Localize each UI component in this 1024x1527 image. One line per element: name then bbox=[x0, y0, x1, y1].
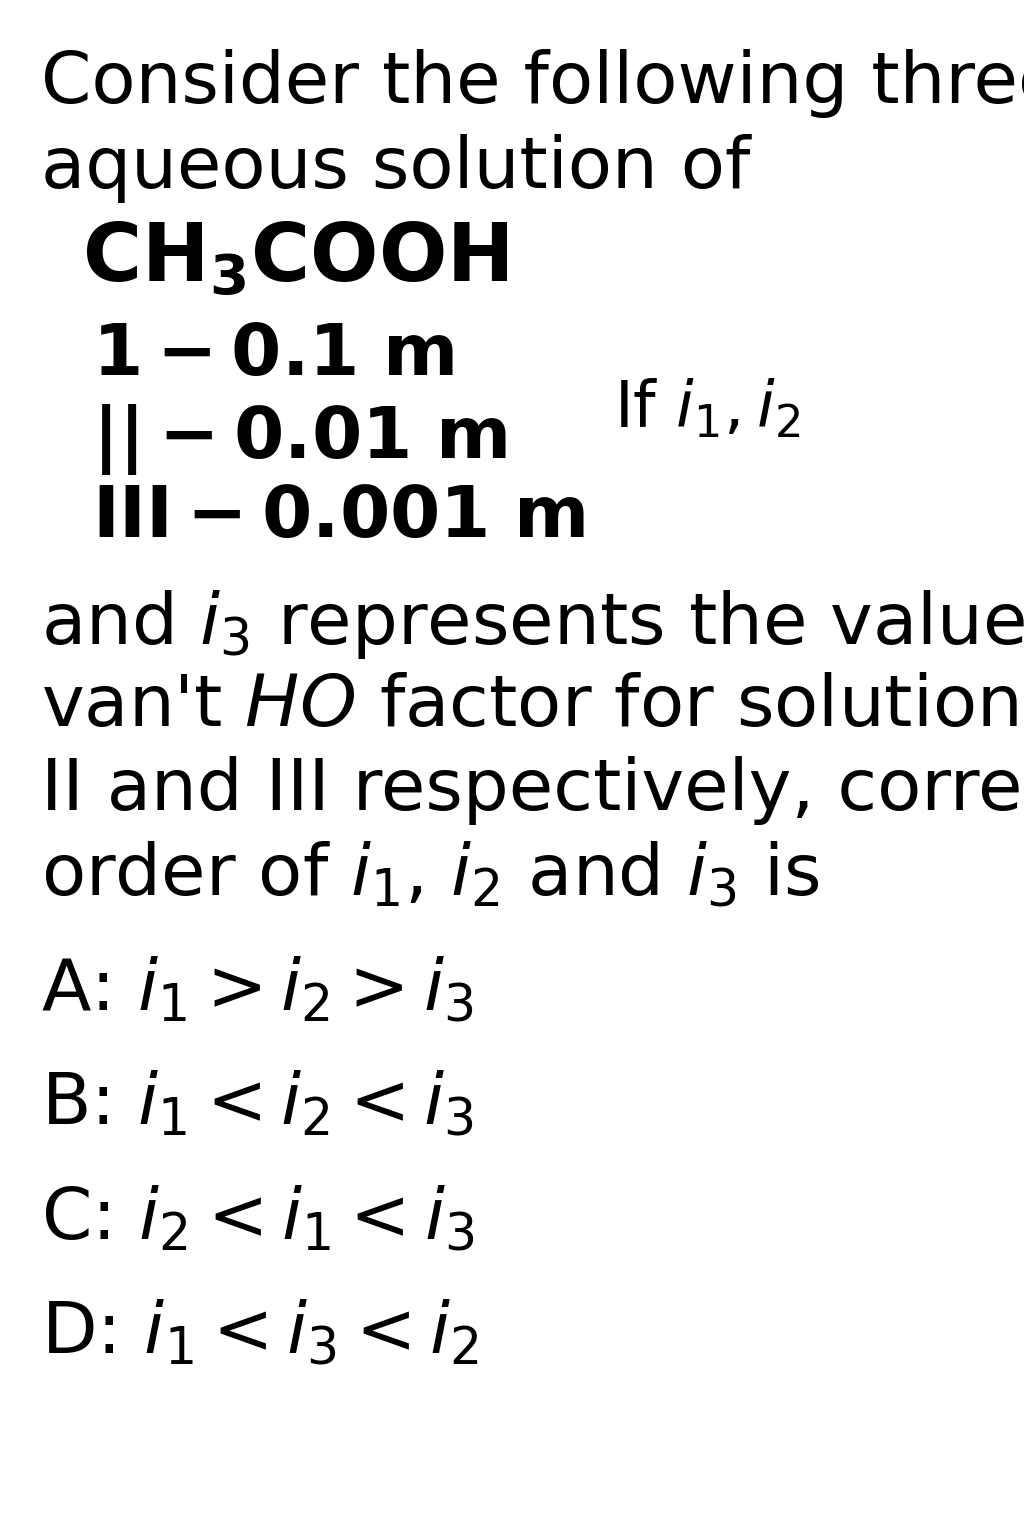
Text: aqueous solution of: aqueous solution of bbox=[41, 134, 751, 203]
Text: order of $i_1$, $i_2$ and $i_3$ is: order of $i_1$, $i_2$ and $i_3$ is bbox=[41, 840, 820, 910]
Text: and $i_3$ represents the value of: and $i_3$ represents the value of bbox=[41, 588, 1024, 661]
Text: A: $i_1 > i_2 > i_3$: A: $i_1 > i_2 > i_3$ bbox=[41, 954, 474, 1025]
Text: C: $i_2 < i_1 < i_3$: C: $i_2 < i_1 < i_3$ bbox=[41, 1183, 475, 1254]
Text: D: $i_1 < i_3 < i_2$: D: $i_1 < i_3 < i_2$ bbox=[41, 1298, 479, 1368]
Text: van't $\mathit{HO}$ factor for solution I,: van't $\mathit{HO}$ factor for solution … bbox=[41, 672, 1024, 741]
Text: II and III respectively, correct: II and III respectively, correct bbox=[41, 756, 1024, 825]
Text: B: $i_1 < i_2 < i_3$: B: $i_1 < i_2 < i_3$ bbox=[41, 1069, 474, 1139]
Text: Consider the following three: Consider the following three bbox=[41, 49, 1024, 118]
Text: $\mathbf{|| - 0.01\ m}$: $\mathbf{|| - 0.01\ m}$ bbox=[92, 402, 507, 476]
Text: $\mathbf{1 - 0.1\ m}$: $\mathbf{1 - 0.1\ m}$ bbox=[92, 321, 454, 389]
Text: $\mathbf{III - 0.001\ m}$: $\mathbf{III - 0.001\ m}$ bbox=[92, 483, 585, 551]
Text: $\mathbf{CH_3COOH}$: $\mathbf{CH_3COOH}$ bbox=[82, 220, 509, 298]
Text: If $i_1, i_2$: If $i_1, i_2$ bbox=[614, 377, 801, 441]
